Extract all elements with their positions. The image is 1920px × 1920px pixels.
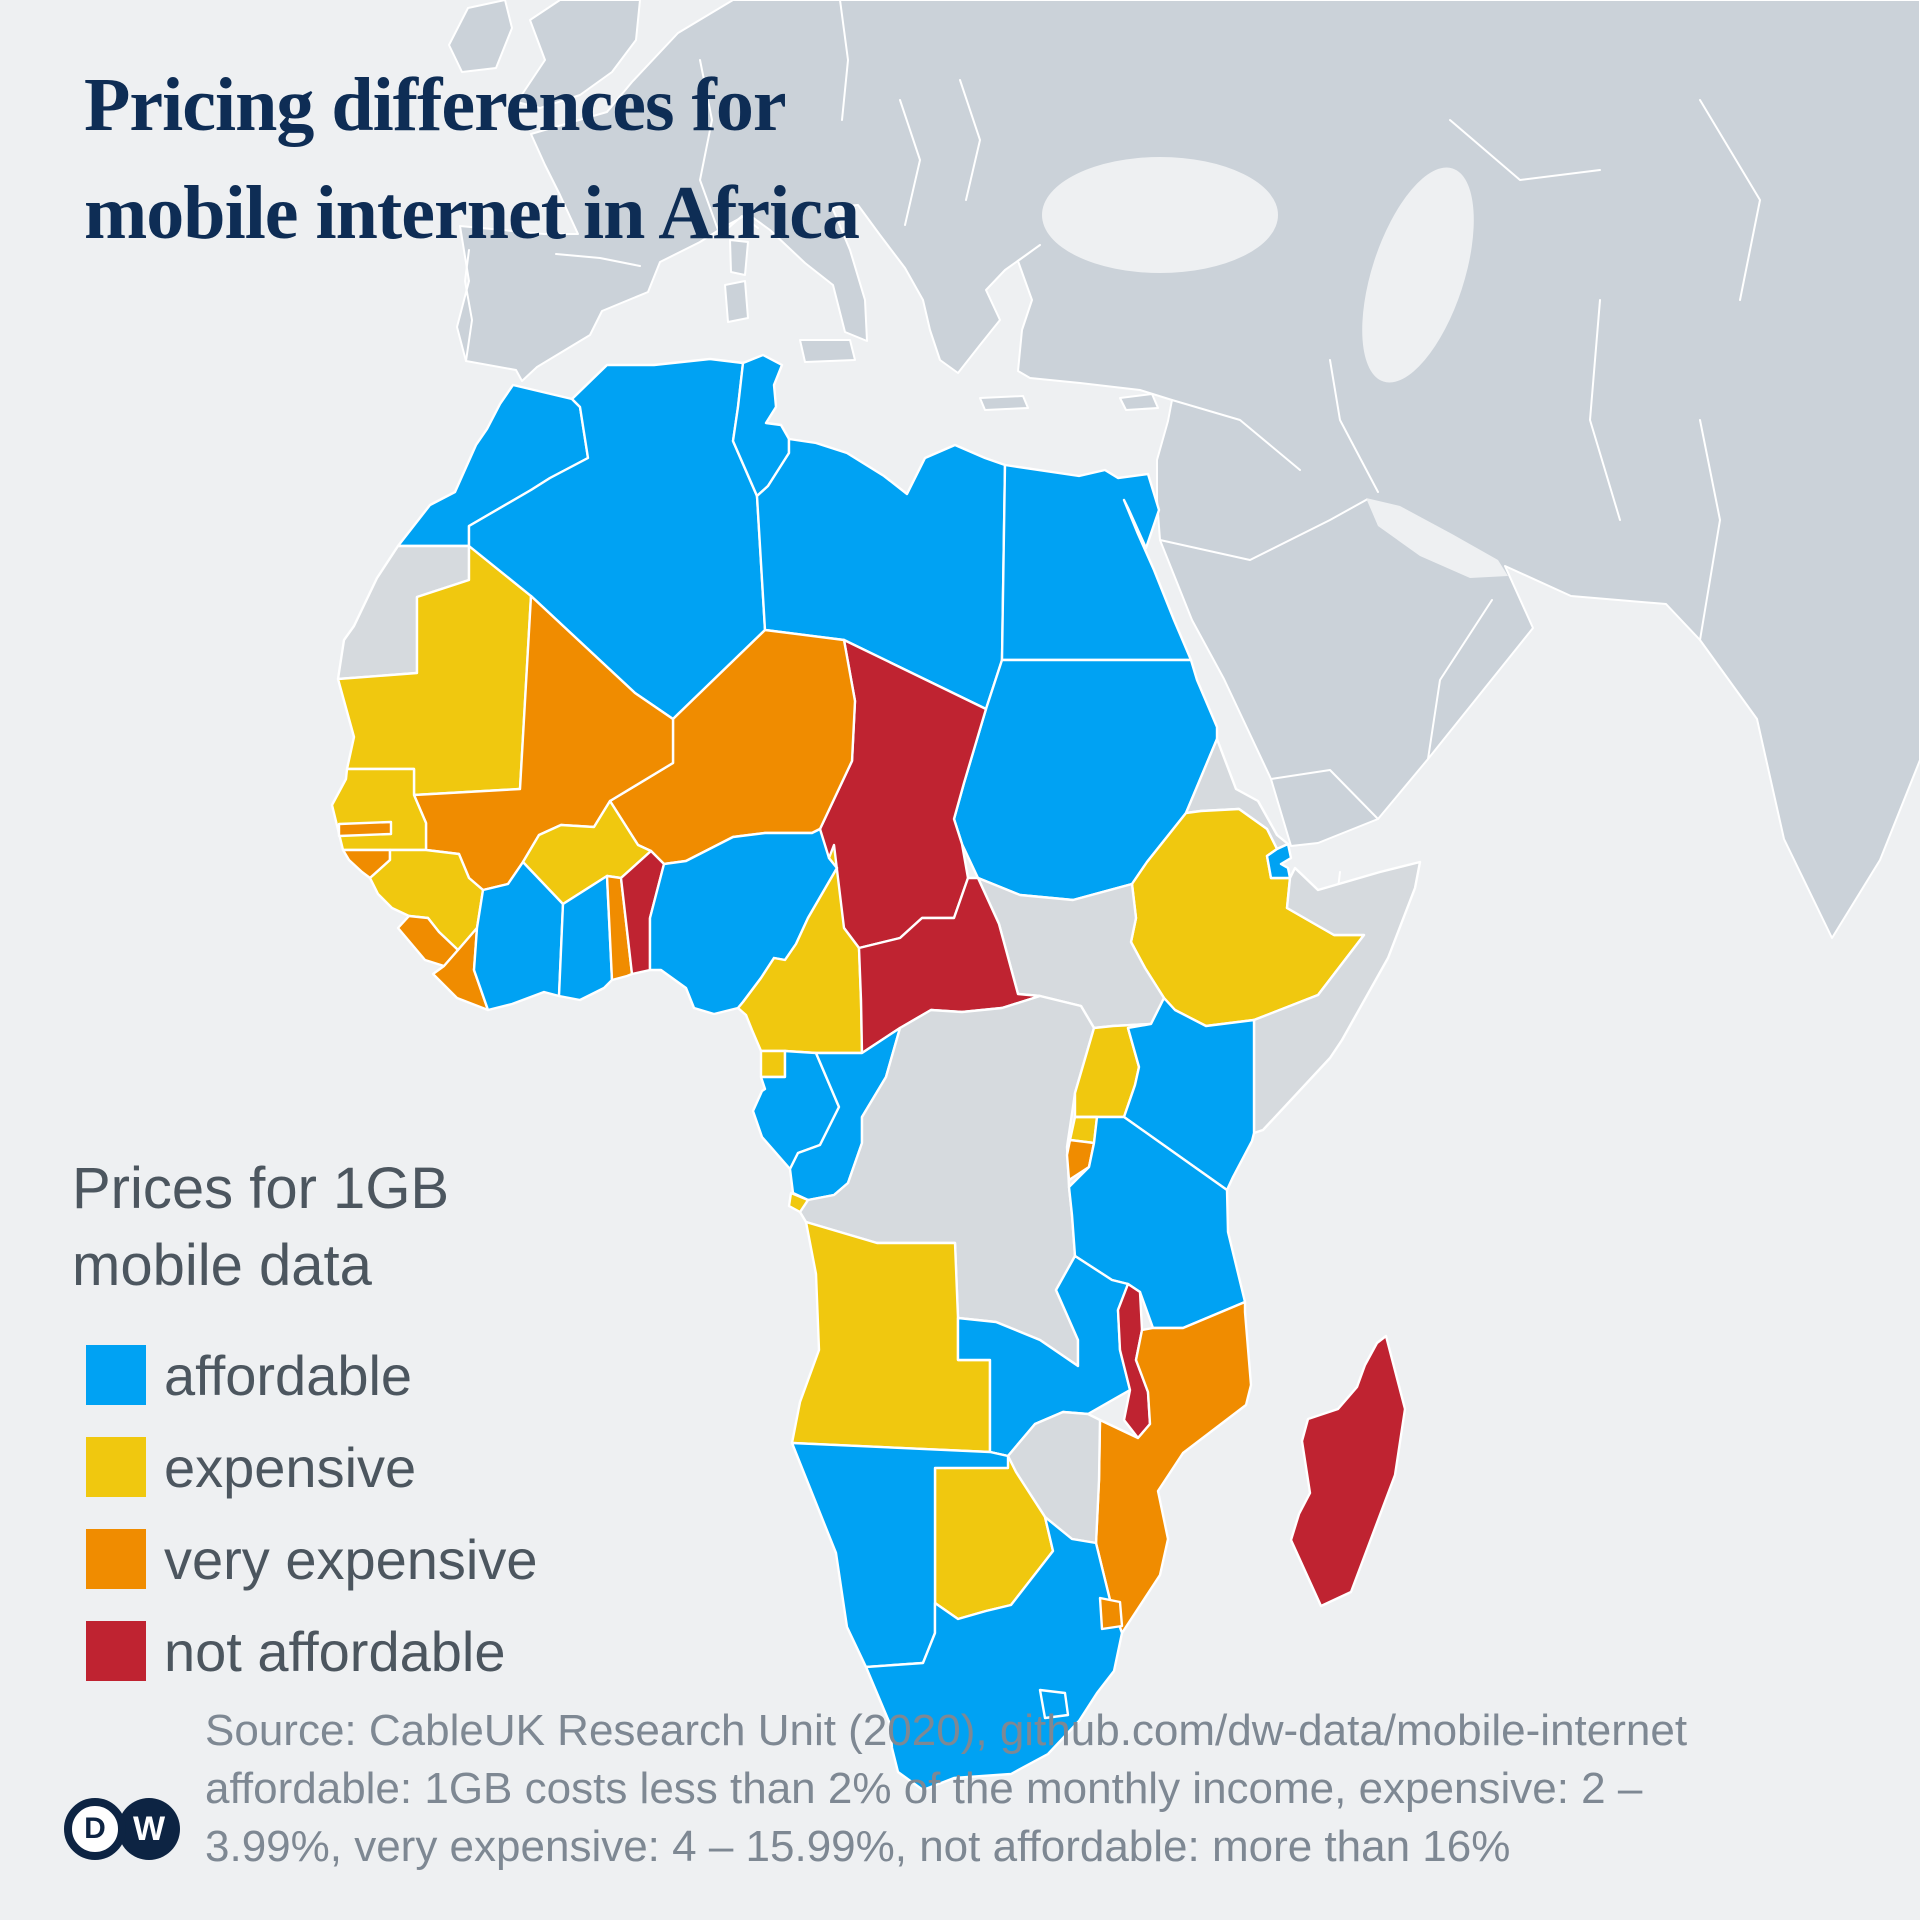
title-line-2: mobile internet in Africa xyxy=(84,170,860,255)
legend-label-expensive: expensive xyxy=(164,1435,417,1499)
country-madagascar xyxy=(1289,1334,1407,1608)
corsica-island xyxy=(729,239,749,276)
dw-logo-d-circle: D xyxy=(64,1798,126,1860)
background-landmass xyxy=(448,0,1920,956)
persian-gulf xyxy=(1366,498,1508,578)
country-senegal xyxy=(330,767,428,852)
page-title: Pricing differences for mobile internet … xyxy=(84,52,860,268)
crete-island xyxy=(979,395,1029,411)
legend-label-very-expensive: very expensive xyxy=(164,1527,538,1591)
country-eswatini xyxy=(1098,1596,1124,1631)
legend-item-very-expensive: very expensive xyxy=(86,1527,538,1591)
africa-countries xyxy=(330,353,1422,1792)
country-cabinda xyxy=(787,1191,810,1214)
country-rwanda xyxy=(1068,1115,1099,1145)
country-equatorial-guinea xyxy=(759,1049,787,1079)
legend-label-affordable: affordable xyxy=(164,1343,413,1407)
cyprus-island xyxy=(1119,393,1159,411)
country-togo xyxy=(605,874,634,982)
legend-swatch-affordable xyxy=(86,1345,146,1405)
legend-swatch-very-expensive xyxy=(86,1529,146,1589)
sardinia-island xyxy=(724,280,749,323)
country-lesotho xyxy=(1038,1688,1070,1720)
source-note: Source: CableUK Research Unit (2020), gi… xyxy=(205,1702,1687,1876)
legend-title: Prices for 1GB mobile data xyxy=(72,1150,449,1304)
eurasia-landmass xyxy=(456,0,1920,939)
country-gambia xyxy=(337,820,393,838)
legend-title-line-2: mobile data xyxy=(72,1233,372,1299)
country-somalia xyxy=(1252,860,1422,1135)
legend-item-affordable: affordable xyxy=(86,1343,538,1407)
country-kenya xyxy=(1122,996,1256,1192)
source-line-1: Source: CableUK Research Unit (2020), gi… xyxy=(205,1706,1688,1755)
dw-logo-w-circle: W xyxy=(118,1798,180,1860)
country-egypt xyxy=(1000,463,1193,662)
country-djibouti xyxy=(1265,842,1293,880)
legend-item-not-affordable: not affordable xyxy=(86,1619,538,1683)
legend-swatch-expensive xyxy=(86,1437,146,1497)
source-line-3: 3.99%, very expensive: 4 – 15.99%, not a… xyxy=(205,1822,1511,1872)
country-tunisia xyxy=(731,353,791,498)
legend: affordable expensive very expensive not … xyxy=(86,1344,538,1712)
sicily-island xyxy=(799,339,856,363)
dw-logo: W D xyxy=(64,1798,184,1862)
legend-label-not-affordable: not affordable xyxy=(164,1619,506,1683)
country-cote-divoire xyxy=(472,860,565,1012)
black-sea xyxy=(1042,157,1278,273)
uk-island xyxy=(516,0,641,109)
legend-swatch-not-affordable xyxy=(86,1621,146,1681)
title-line-1: Pricing differences for xyxy=(84,63,787,147)
caspian-sea xyxy=(1362,167,1474,383)
ireland-island xyxy=(448,0,513,73)
source-line-2: affordable: 1GB costs less than 2% of th… xyxy=(205,1764,1643,1814)
country-burundi xyxy=(1065,1138,1096,1182)
legend-title-line-1: Prices for 1GB xyxy=(72,1156,450,1221)
legend-item-expensive: expensive xyxy=(86,1435,538,1499)
